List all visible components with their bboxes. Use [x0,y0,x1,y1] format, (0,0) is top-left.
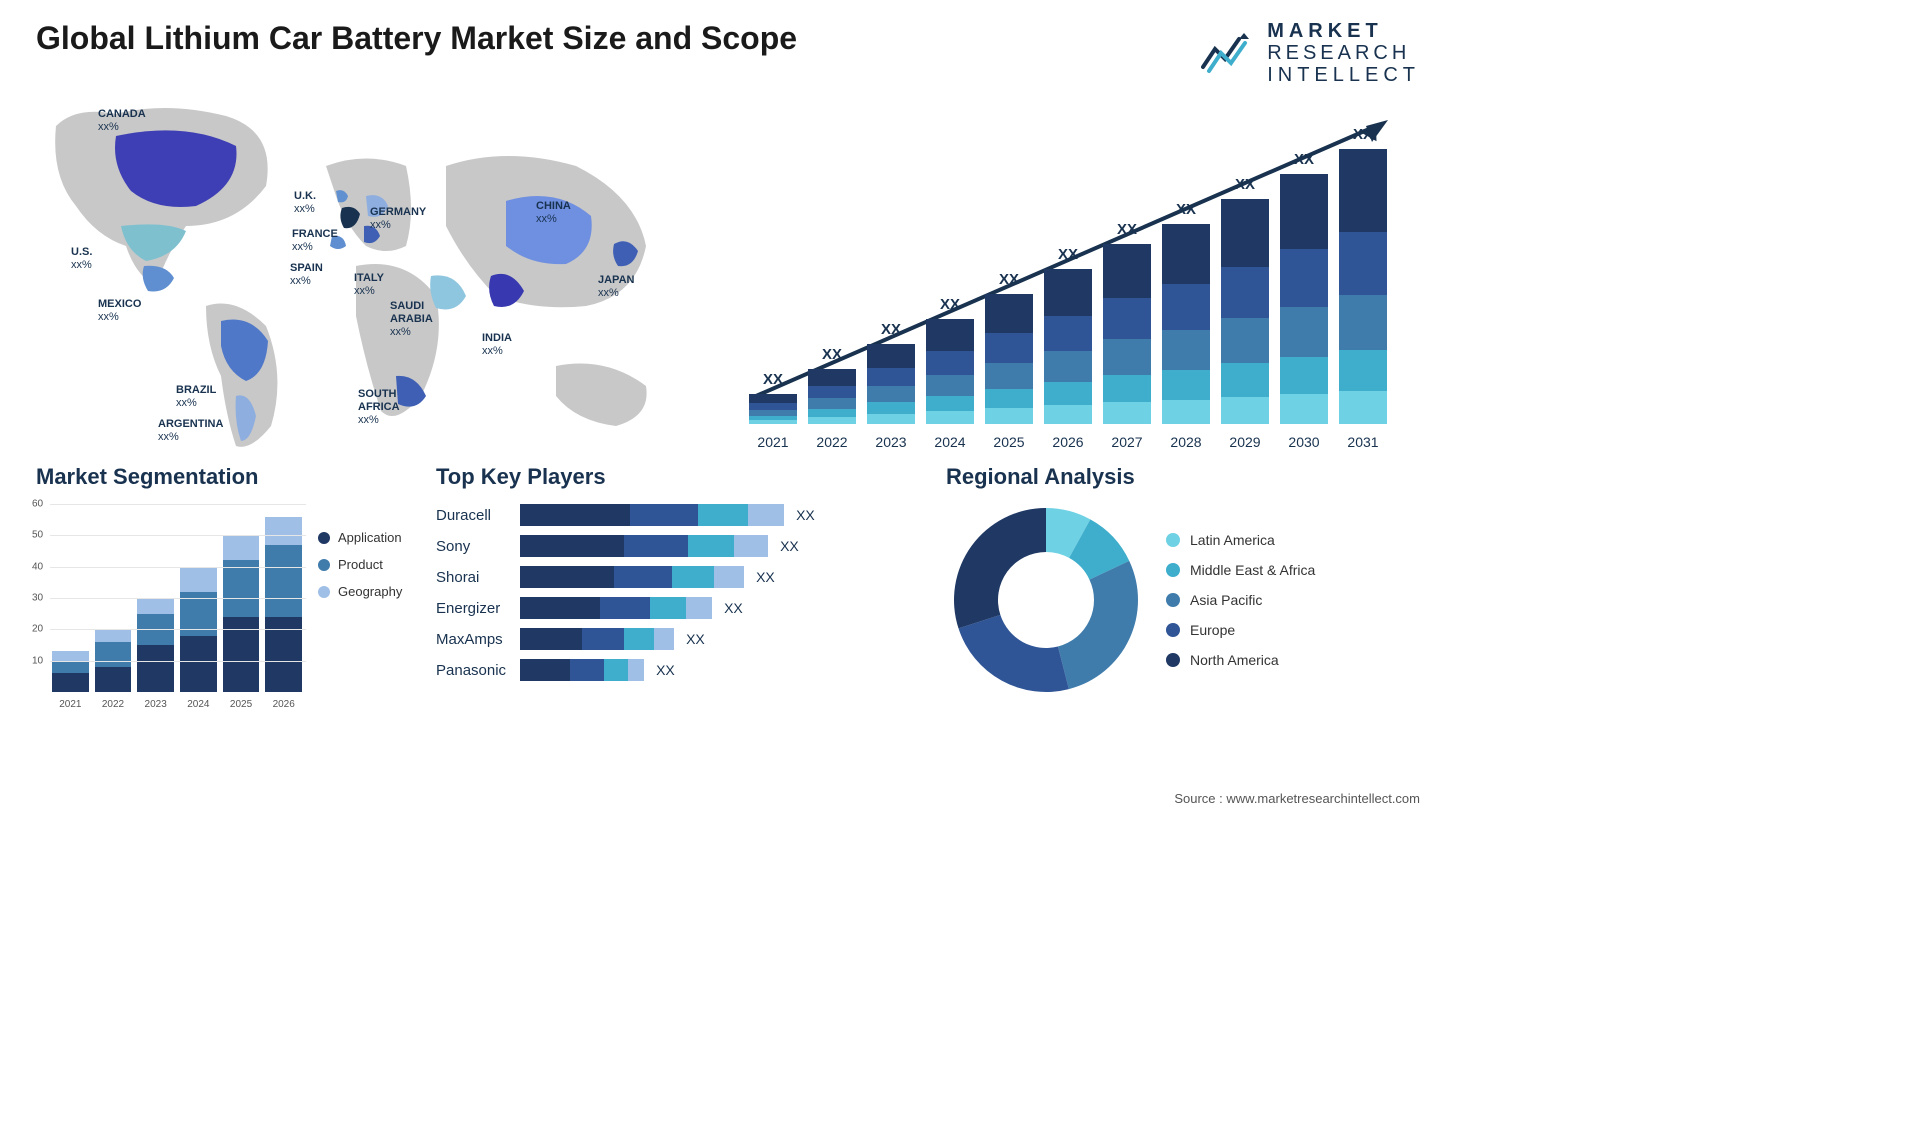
kp-label-sony: Sony [436,535,506,557]
kp-label-shorai: Shorai [436,566,506,588]
growth-bar-2027: XX [1103,221,1151,424]
growth-value-label: XX [940,296,960,313]
growth-bar-2030: XX [1280,151,1328,424]
map-label-south-africa: SOUTHAFRICAxx% [358,388,400,428]
reg-legend-asia-pacific: Asia Pacific [1166,592,1315,608]
growth-year-label: 2024 [926,434,974,450]
world-map: CANADAxx% U.S.xx% MEXICOxx% BRAZILxx% ARGENT… [36,96,686,456]
growth-year-label: 2025 [985,434,1033,450]
map-label-saudi-arabia: SAUDIARABIAxx% [390,300,433,340]
seg-bar-2026 [265,517,302,692]
keyplayers-section: Top Key Players Duracell Sony Shorai Energi… [436,464,926,710]
growth-bar-2023: XX [867,321,915,424]
growth-bar-2022: XX [808,346,856,424]
reg-legend-north-america: North America [1166,652,1315,668]
seg-legend-application: Application [318,530,416,545]
reg-legend-middle-east-africa: Middle East & Africa [1166,562,1315,578]
kp-label-duracell: Duracell [436,504,506,526]
growth-bar-2031: XX [1339,126,1387,424]
logo-text-3: INTELLECT [1267,64,1420,86]
seg-bar-2023 [137,598,174,692]
kp-label-energizer: Energizer [436,597,506,619]
map-label-china: CHINAxx% [536,200,571,226]
growth-year-label: 2030 [1280,434,1328,450]
growth-year-label: 2022 [808,434,856,450]
growth-year-label: 2026 [1044,434,1092,450]
seg-legend-geography: Geography [318,584,416,599]
growth-value-label: XX [1117,221,1137,238]
growth-value-label: XX [999,271,1019,288]
map-label-u-k-: U.K.xx% [294,190,316,216]
growth-year-label: 2029 [1221,434,1269,450]
logo-text-2: RESEARCH [1267,42,1420,64]
kp-label-panasonic: Panasonic [436,659,506,681]
growth-year-label: 2027 [1103,434,1151,450]
growth-bar-2028: XX [1162,201,1210,424]
seg-bar-2021 [52,651,89,692]
growth-bar-2021: XX [749,371,797,424]
reg-legend-europe: Europe [1166,622,1315,638]
growth-value-label: XX [1058,246,1078,263]
map-label-spain: SPAINxx% [290,262,323,288]
seg-legend-product: Product [318,557,416,572]
growth-value-label: XX [822,346,842,363]
map-label-japan: JAPANxx% [598,274,634,300]
reg-legend-latin-america: Latin America [1166,532,1315,548]
growth-value-label: XX [1353,126,1373,143]
segmentation-title: Market Segmentation [36,464,416,490]
kp-bar-energizer: XX [520,597,926,619]
map-label-argentina: ARGENTINAxx% [158,418,223,444]
logo-icon [1201,31,1257,75]
regional-donut [946,500,1146,700]
map-label-mexico: MEXICOxx% [98,298,141,324]
kp-bar-panasonic: XX [520,659,926,681]
growth-value-label: XX [1176,201,1196,218]
growth-bar-2024: XX [926,296,974,424]
map-label-canada: CANADAxx% [98,108,146,134]
growth-year-label: 2031 [1339,434,1387,450]
page-title: Global Lithium Car Battery Market Size a… [36,20,797,57]
growth-bar-2029: XX [1221,176,1269,424]
kp-bar-shorai: XX [520,566,926,588]
growth-bar-2026: XX [1044,246,1092,424]
map-label-italy: ITALYxx% [354,272,384,298]
brand-logo: MARKET RESEARCH INTELLECT [1201,20,1420,86]
map-label-u-s-: U.S.xx% [71,246,92,272]
segmentation-section: Market Segmentation 20212022202320242025… [36,464,416,710]
seg-bar-2025 [223,535,260,692]
growth-value-label: XX [763,371,783,388]
kp-bar-sony: XX [520,535,926,557]
map-label-germany: GERMANYxx% [370,206,426,232]
kp-bar-duracell: XX [520,504,926,526]
map-label-france: FRANCExx% [292,228,338,254]
regional-title: Regional Analysis [946,464,1420,490]
donut-slice-europe [959,615,1069,692]
kp-bar-maxamps: XX [520,628,926,650]
donut-slice-north-america [954,508,1046,628]
growth-value-label: XX [1235,176,1255,193]
growth-bar-2025: XX [985,271,1033,424]
source-text: Source : www.marketresearchintellect.com [1174,791,1420,806]
growth-year-label: 2021 [749,434,797,450]
growth-year-label: 2023 [867,434,915,450]
growth-value-label: XX [1294,151,1314,168]
growth-value-label: XX [881,321,901,338]
donut-slice-asia-pacific [1058,561,1138,689]
map-label-brazil: BRAZILxx% [176,384,216,410]
logo-text-1: MARKET [1267,20,1420,42]
keyplayers-title: Top Key Players [436,464,926,490]
regional-section: Regional Analysis Latin America Middle Ea… [946,464,1420,710]
growth-year-label: 2028 [1162,434,1210,450]
map-label-india: INDIAxx% [482,332,512,358]
growth-bar-chart: XX XX XX XX XX XX XX XX XX XX XX 2021 2022 2023 2024 2… [716,96,1420,456]
kp-label-maxamps: MaxAmps [436,628,506,650]
